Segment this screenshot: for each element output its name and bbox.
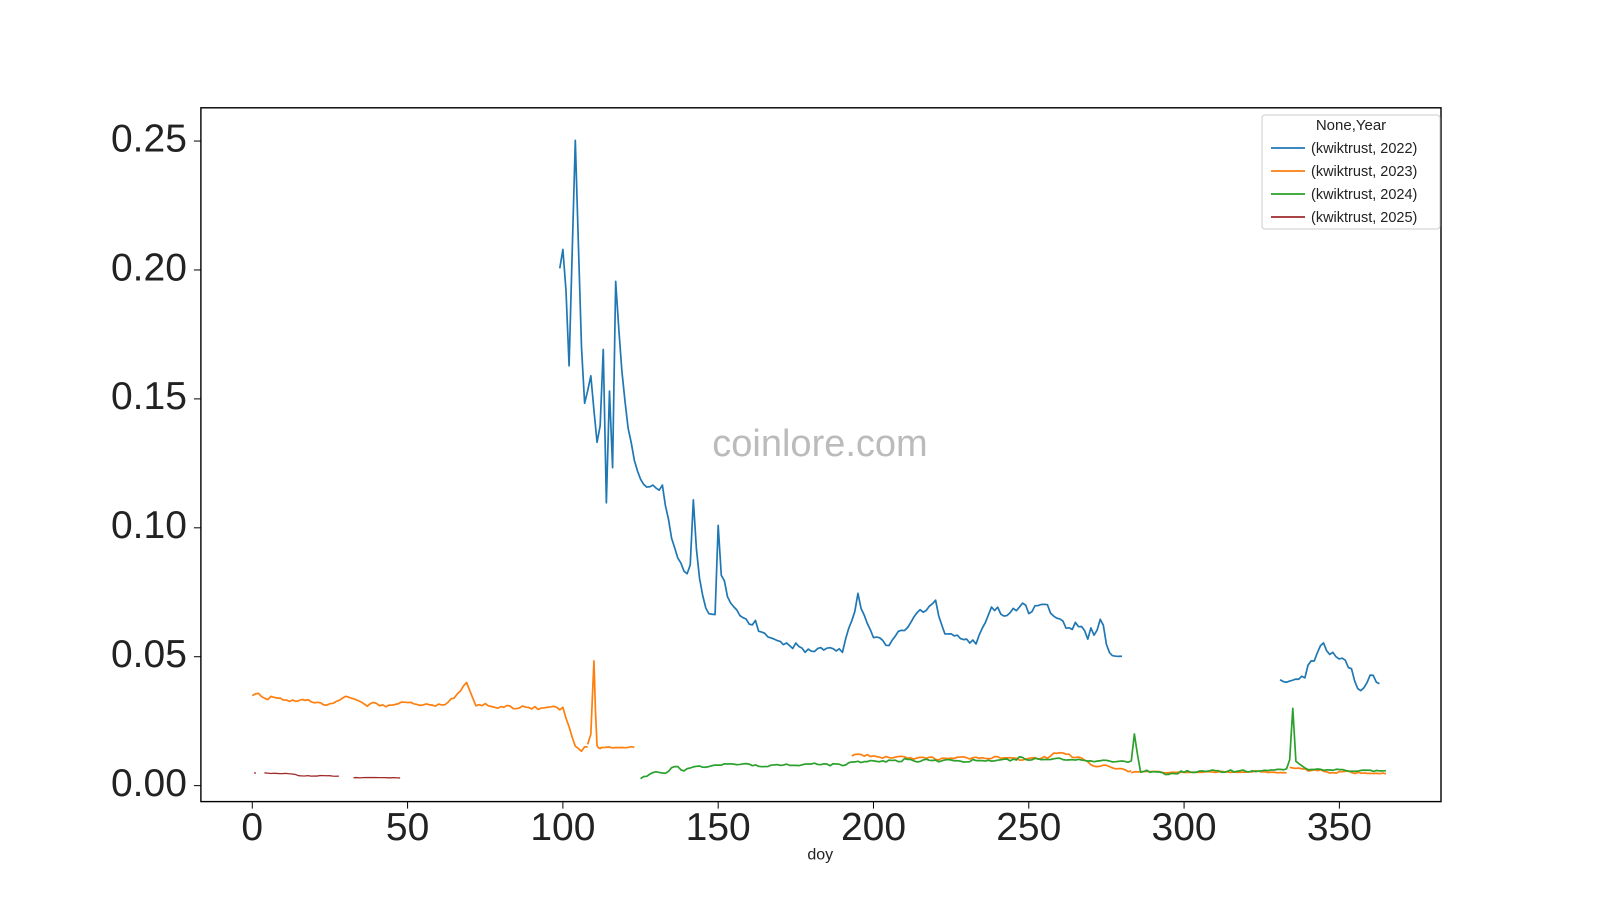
- svg-text:coinlore.com: coinlore.com: [712, 423, 927, 465]
- svg-text:250: 250: [996, 806, 1061, 849]
- svg-text:None,Year: None,Year: [1316, 117, 1386, 134]
- svg-text:(kwiktrust, 2022): (kwiktrust, 2022): [1311, 141, 1417, 157]
- svg-text:0: 0: [241, 806, 263, 849]
- svg-text:150: 150: [686, 806, 751, 849]
- svg-text:300: 300: [1152, 806, 1217, 849]
- svg-text:(kwiktrust, 2024): (kwiktrust, 2024): [1311, 187, 1417, 203]
- svg-text:0.05: 0.05: [111, 633, 187, 676]
- svg-text:(kwiktrust, 2023): (kwiktrust, 2023): [1311, 164, 1417, 180]
- svg-text:50: 50: [386, 806, 429, 849]
- svg-text:0.25: 0.25: [111, 117, 187, 160]
- svg-text:0.15: 0.15: [111, 375, 187, 418]
- svg-text:0.00: 0.00: [111, 762, 187, 805]
- svg-text:200: 200: [841, 806, 906, 849]
- svg-text:350: 350: [1307, 806, 1372, 849]
- svg-text:(kwiktrust, 2025): (kwiktrust, 2025): [1311, 210, 1417, 226]
- svg-text:0.20: 0.20: [111, 246, 187, 289]
- svg-text:doy: doy: [807, 846, 833, 863]
- svg-text:100: 100: [530, 806, 595, 849]
- svg-text:0.10: 0.10: [111, 504, 187, 547]
